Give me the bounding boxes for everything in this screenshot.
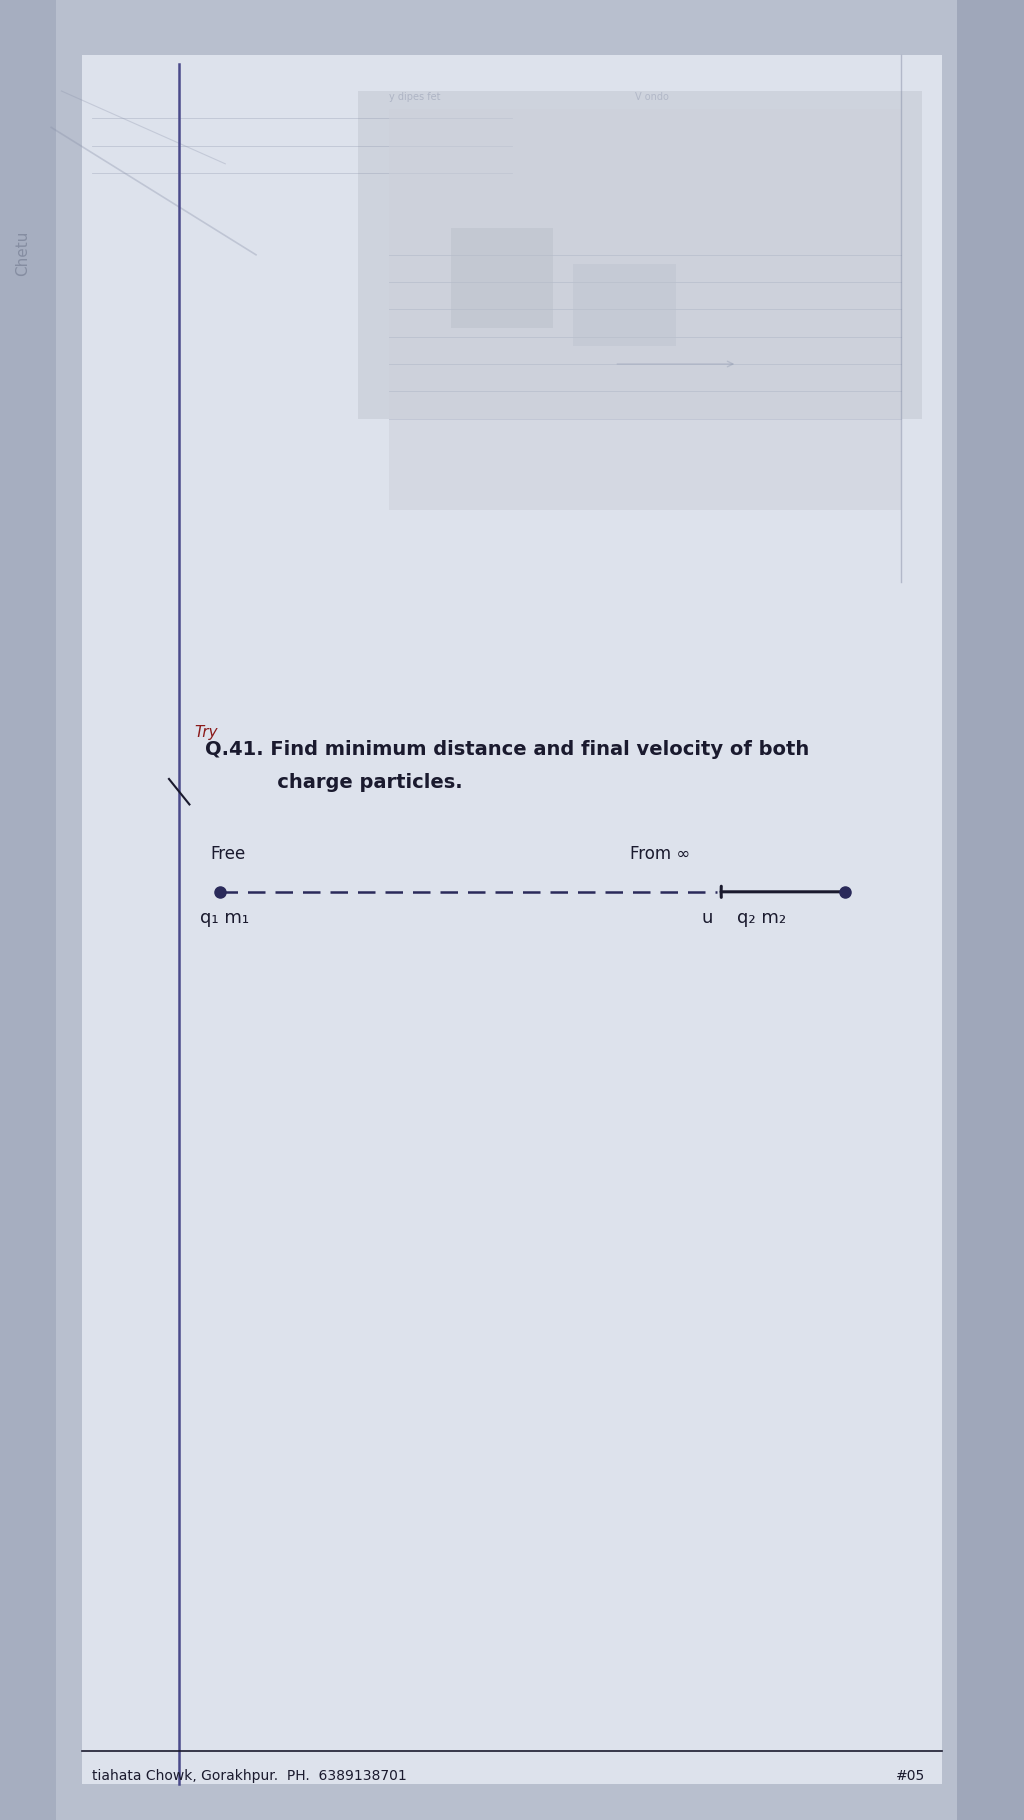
Bar xyxy=(0,0,56,1820)
Bar xyxy=(389,109,901,510)
Text: charge particles.: charge particles. xyxy=(230,774,463,792)
Text: V ondo: V ondo xyxy=(635,93,669,102)
Text: Try: Try xyxy=(195,724,218,741)
Text: tiahata Chowk, Gorakhpur.  PH.  6389138701: tiahata Chowk, Gorakhpur. PH. 6389138701 xyxy=(92,1769,407,1784)
Text: u: u xyxy=(701,908,713,926)
Text: From ∞: From ∞ xyxy=(630,844,690,863)
Text: Free: Free xyxy=(210,844,245,863)
Bar xyxy=(358,91,922,419)
Text: Chetu: Chetu xyxy=(15,231,31,277)
Bar xyxy=(82,55,942,1784)
Bar xyxy=(957,0,1024,1820)
Text: q₁ m₁: q₁ m₁ xyxy=(200,908,249,926)
Text: q₂ m₂: q₂ m₂ xyxy=(737,908,786,926)
Text: #05: #05 xyxy=(896,1769,926,1784)
Bar xyxy=(451,228,553,328)
Bar xyxy=(573,264,676,346)
Text: Q.41. Find minimum distance and final velocity of both: Q.41. Find minimum distance and final ve… xyxy=(205,741,809,759)
Text: y dipes fet: y dipes fet xyxy=(389,93,440,102)
